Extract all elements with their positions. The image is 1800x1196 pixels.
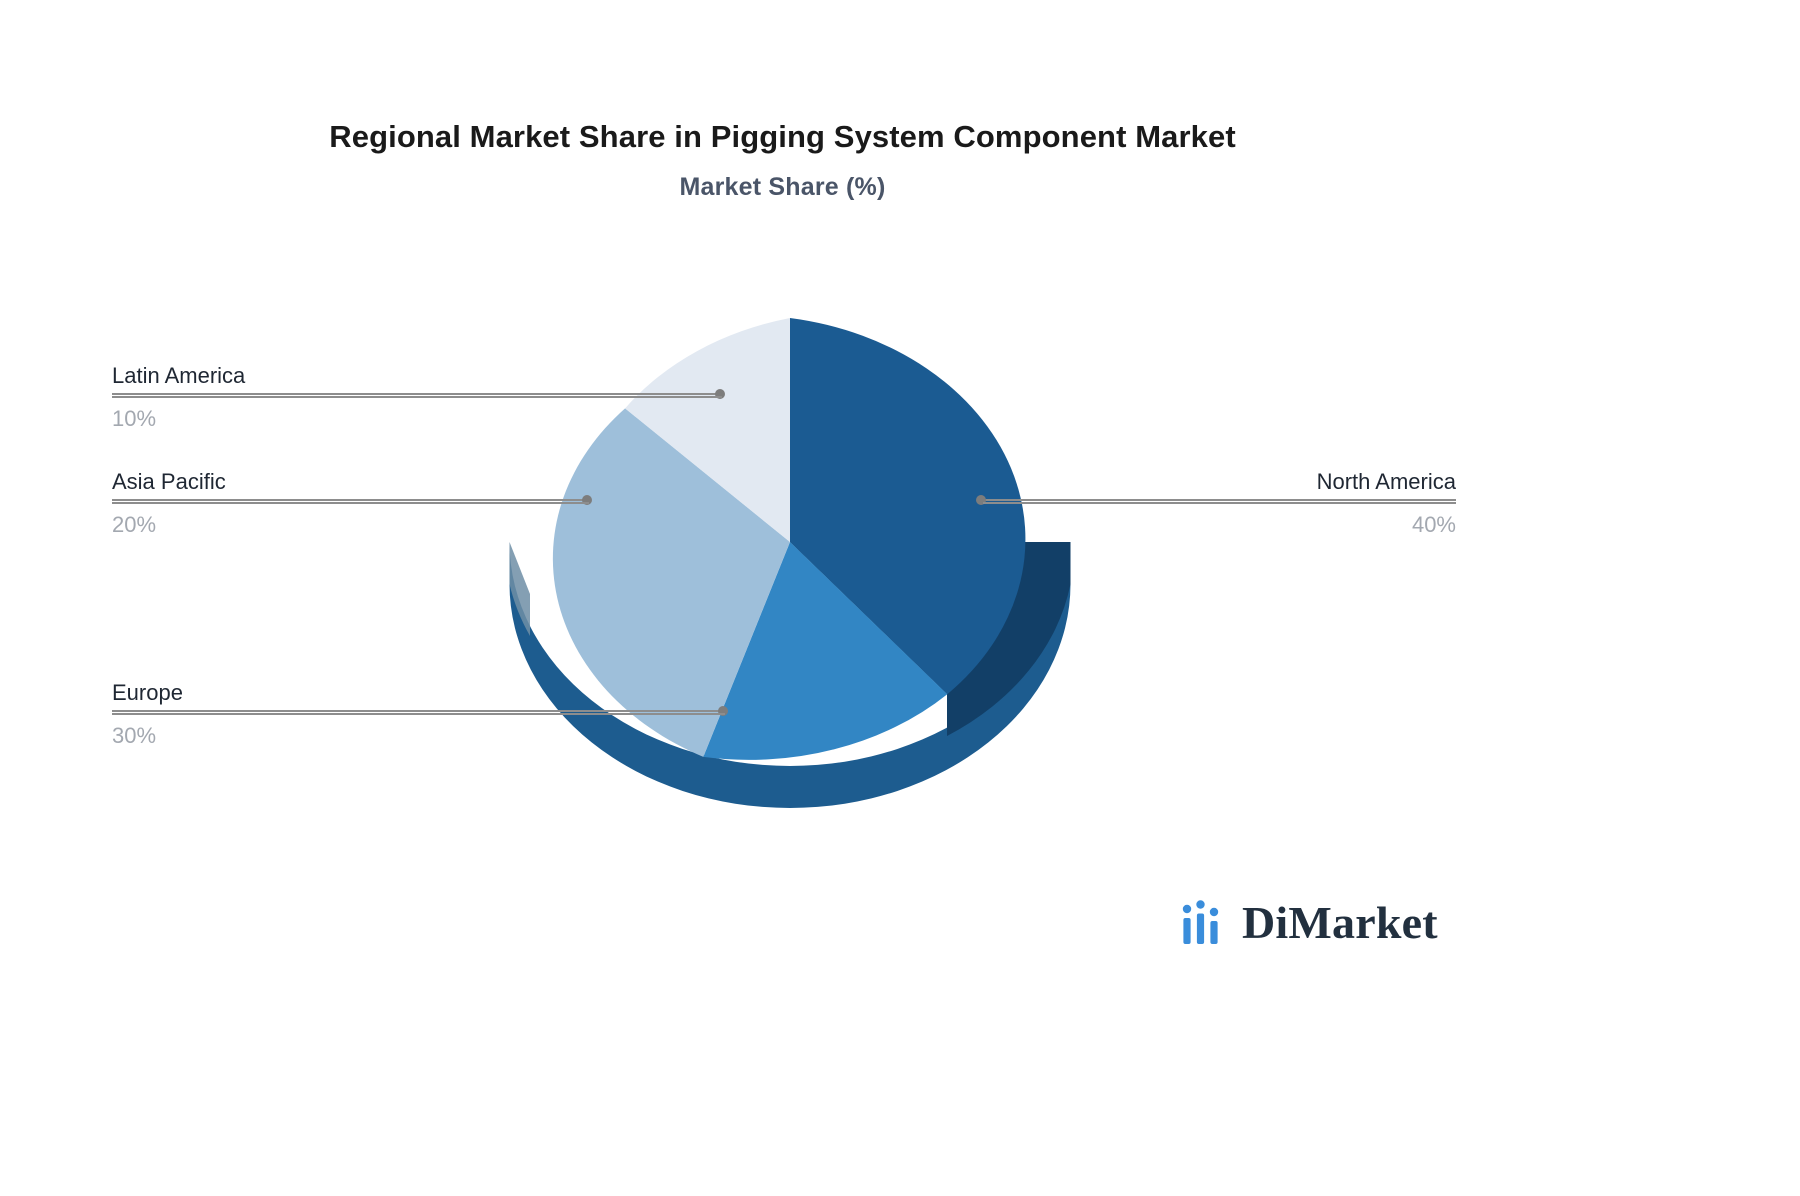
callout-label-asia-pacific: Asia Pacific <box>112 469 226 494</box>
callout-rule <box>112 501 589 504</box>
callout-label-north-america: North America <box>1316 469 1456 494</box>
pie-slice-europe[interactable]: Europe <box>703 542 948 760</box>
callout-europe: Europe 30% <box>112 679 725 749</box>
pie-depth-base <box>509 542 1071 808</box>
callout-value-north-america: 40% <box>1411 511 1456 537</box>
callout-rule <box>112 712 725 715</box>
callout-value-europe: 30% <box>112 722 157 748</box>
chart-title: Regional Market Share in Pigging System … <box>329 119 1236 154</box>
callout-value-latin-america: 10% <box>112 405 157 431</box>
pie-top-face: North America Europe Asia Pacific Latin … <box>552 318 1026 760</box>
pie-slice-north-america[interactable]: North America <box>790 318 1026 695</box>
callout-north-america: North America 40% <box>983 468 1456 538</box>
callout-rule <box>983 501 1456 504</box>
callout-value-asia-pacific: 20% <box>112 511 157 537</box>
brand-name: DiMarket <box>1242 897 1438 948</box>
callout-asia-pacific: Asia Pacific 20% <box>112 468 589 538</box>
callout-label-europe: Europe <box>112 680 183 705</box>
bar-chart-icon <box>1182 900 1219 944</box>
pie-depth-asia <box>509 542 530 636</box>
pie-slice-asia-pacific[interactable]: Asia Pacific <box>552 408 790 757</box>
callout-label-latin-america: Latin America <box>112 363 246 388</box>
callout-rule <box>112 395 722 398</box>
pie-chart-graphic: North America Europe Asia Pacific Latin … <box>509 318 1071 808</box>
chart-header: Regional Market Share in Pigging System … <box>0 118 1565 202</box>
pie-slice-latin-america[interactable]: Latin America <box>625 318 790 542</box>
pie-chart: North America Europe Asia Pacific Latin … <box>500 318 1080 838</box>
callout-latin-america: Latin America 10% <box>112 362 722 432</box>
chart-subtitle: Market Share (%) <box>679 172 886 201</box>
brand-logo: DiMarket <box>1180 900 1438 946</box>
